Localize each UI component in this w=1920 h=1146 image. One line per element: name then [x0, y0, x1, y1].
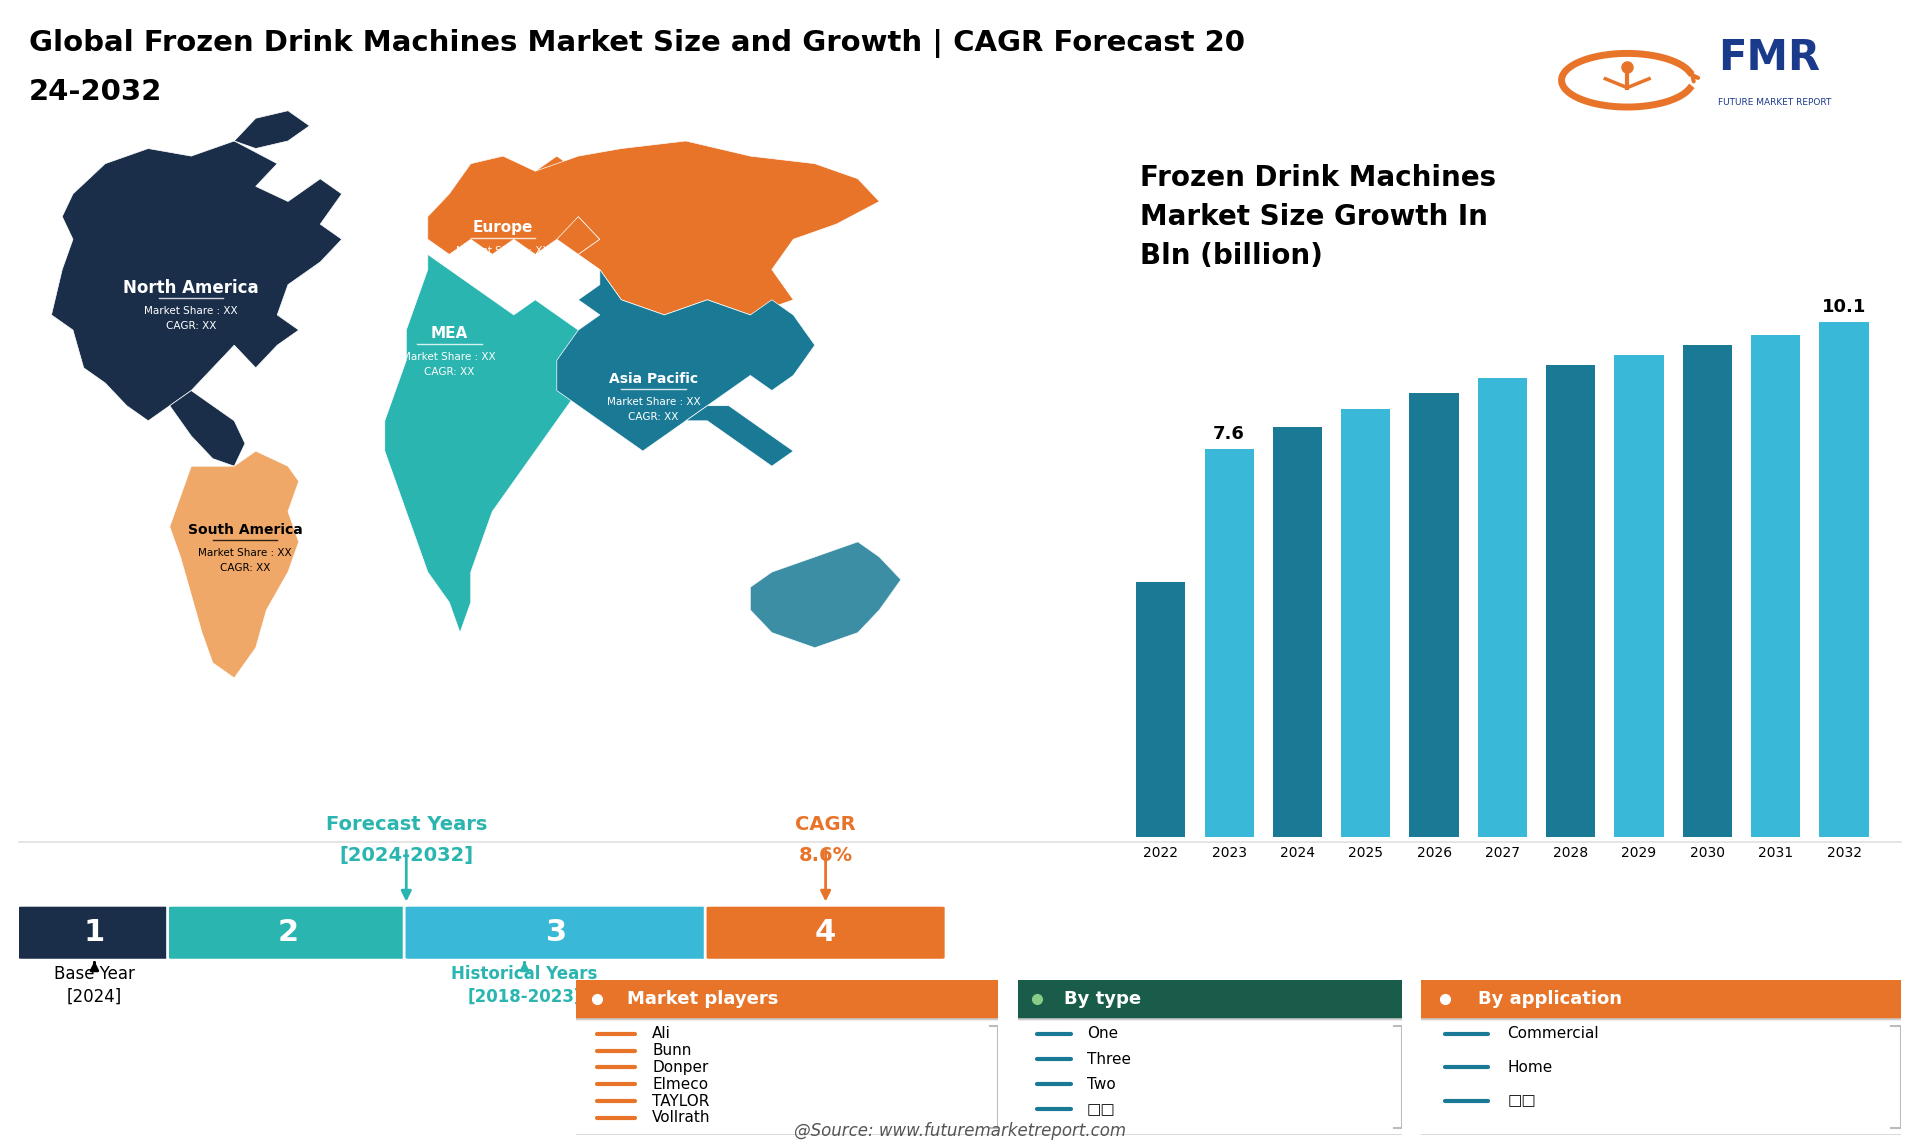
FancyBboxPatch shape [570, 978, 1004, 1021]
Text: Europe: Europe [472, 220, 534, 235]
FancyBboxPatch shape [167, 905, 409, 960]
Text: 3: 3 [545, 918, 568, 948]
FancyBboxPatch shape [17, 905, 173, 960]
Text: Global Frozen Drink Machines Market Size and Growth | CAGR Forecast 20: Global Frozen Drink Machines Market Size… [29, 29, 1244, 57]
Text: Elmeco: Elmeco [653, 1077, 708, 1092]
Polygon shape [384, 254, 622, 633]
Text: Market Share : XX: Market Share : XX [144, 306, 238, 316]
Text: MEA: MEA [430, 327, 468, 342]
Text: [2018-2023]: [2018-2023] [467, 988, 582, 1005]
Bar [1478, 378, 1526, 837]
Text: Base Year: Base Year [54, 965, 134, 983]
Text: North America: North America [123, 280, 259, 298]
Bar [1820, 322, 1868, 837]
Text: 2: 2 [276, 918, 300, 948]
Text: One: One [1087, 1027, 1117, 1042]
FancyBboxPatch shape [1016, 1019, 1404, 1136]
Bar [1137, 582, 1185, 837]
Text: Market Share : XX: Market Share : XX [403, 352, 495, 361]
Bar [1751, 335, 1801, 837]
Text: @Source: www.futuremarketreport.com: @Source: www.futuremarketreport.com [795, 1122, 1125, 1140]
Text: CAGR: CAGR [795, 816, 856, 834]
Text: Asia Pacific: Asia Pacific [609, 372, 699, 386]
FancyBboxPatch shape [705, 905, 947, 960]
Bar [1273, 426, 1323, 837]
Polygon shape [428, 156, 599, 254]
Text: 10.1: 10.1 [1822, 298, 1866, 316]
Text: By application: By application [1478, 990, 1622, 1008]
Text: 1: 1 [84, 918, 106, 948]
Text: South America: South America [188, 524, 301, 537]
Text: 24-2032: 24-2032 [29, 78, 161, 105]
Text: Vollrath: Vollrath [653, 1110, 710, 1125]
Bar [1546, 366, 1596, 837]
Text: CAGR: XX: CAGR: XX [628, 413, 680, 422]
Text: Donper: Donper [653, 1060, 708, 1075]
Bar [1409, 393, 1459, 837]
Text: Historical Years: Historical Years [451, 965, 597, 983]
Bar [1615, 355, 1663, 837]
Text: Forecast Years: Forecast Years [326, 816, 488, 834]
Text: CAGR: XX: CAGR: XX [219, 564, 271, 573]
FancyBboxPatch shape [1012, 978, 1407, 1021]
Text: 8.6%: 8.6% [799, 846, 852, 865]
Text: Market Share : XX: Market Share : XX [457, 245, 549, 256]
Text: Commercial: Commercial [1507, 1027, 1599, 1042]
Polygon shape [169, 391, 246, 466]
Text: [2024-2032]: [2024-2032] [340, 846, 474, 865]
FancyBboxPatch shape [403, 905, 710, 960]
Text: FUTURE MARKET REPORT: FUTURE MARKET REPORT [1718, 99, 1832, 107]
Bar [1342, 409, 1390, 837]
Text: FMR: FMR [1718, 37, 1820, 79]
Text: Market players: Market players [626, 990, 778, 1008]
Bar [1204, 449, 1254, 837]
Text: [2024]: [2024] [67, 988, 123, 1005]
Text: 7.6: 7.6 [1213, 425, 1244, 444]
Text: By type: By type [1064, 990, 1140, 1008]
Text: □□: □□ [1507, 1093, 1536, 1108]
Polygon shape [557, 269, 814, 452]
Text: 4: 4 [814, 918, 837, 948]
Text: Frozen Drink Machines
Market Size Growth In
Bln (billion): Frozen Drink Machines Market Size Growth… [1140, 164, 1496, 270]
Text: Market Share : XX: Market Share : XX [198, 548, 292, 558]
Text: Bunn: Bunn [653, 1043, 691, 1058]
Text: Market Share : XX: Market Share : XX [607, 397, 701, 407]
Text: Two: Two [1087, 1077, 1116, 1092]
Text: Ali: Ali [653, 1027, 670, 1042]
Text: Three: Three [1087, 1052, 1131, 1067]
Text: □□: □□ [1087, 1102, 1116, 1117]
FancyBboxPatch shape [1413, 978, 1908, 1021]
Text: CAGR: XX: CAGR: XX [478, 261, 528, 270]
Polygon shape [52, 141, 342, 421]
Bar [1682, 345, 1732, 837]
Polygon shape [751, 542, 900, 647]
Polygon shape [169, 452, 300, 678]
Text: TAYLOR: TAYLOR [653, 1093, 708, 1108]
Text: CAGR: XX: CAGR: XX [165, 321, 217, 331]
FancyBboxPatch shape [1419, 1019, 1903, 1136]
Polygon shape [685, 406, 793, 466]
Text: Home: Home [1507, 1060, 1553, 1075]
Polygon shape [234, 111, 309, 149]
Polygon shape [428, 141, 879, 315]
FancyBboxPatch shape [574, 1019, 1000, 1136]
Text: CAGR: XX: CAGR: XX [424, 367, 474, 377]
